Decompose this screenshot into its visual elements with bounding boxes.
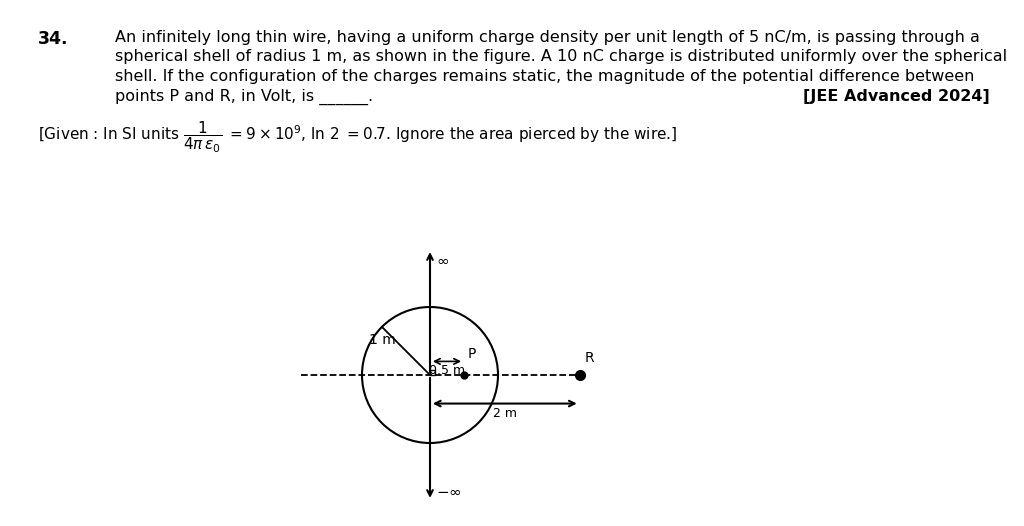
Text: shell. If the configuration of the charges remains static, the magnitude of the : shell. If the configuration of the charg… [115, 69, 975, 84]
Text: An infinitely long thin wire, having a uniform charge density per unit length of: An infinitely long thin wire, having a u… [115, 30, 980, 45]
Bar [430, 370, 435, 375]
Text: [Given : In SI units $\dfrac{1}{4\pi\,\varepsilon_0}$ $= 9\times10^9$, ln 2 $= 0: [Given : In SI units $\dfrac{1}{4\pi\,\v… [38, 120, 677, 156]
Text: 34.: 34. [38, 30, 69, 48]
Text: 0.5 m: 0.5 m [429, 365, 465, 377]
Text: 1 m: 1 m [369, 332, 395, 347]
Text: $-\infty$: $-\infty$ [436, 484, 462, 499]
Text: spherical shell of radius 1 m, as shown in the figure. A 10 nC charge is distrib: spherical shell of radius 1 m, as shown … [115, 49, 1008, 65]
Text: P: P [468, 347, 476, 361]
Text: $\infty$: $\infty$ [436, 253, 449, 268]
Text: points P and R, in Volt, is ______.: points P and R, in Volt, is ______. [115, 88, 373, 105]
Text: 2 m: 2 m [493, 407, 517, 420]
Text: [JEE Advanced 2024]: [JEE Advanced 2024] [803, 88, 990, 104]
Text: R: R [585, 351, 594, 365]
